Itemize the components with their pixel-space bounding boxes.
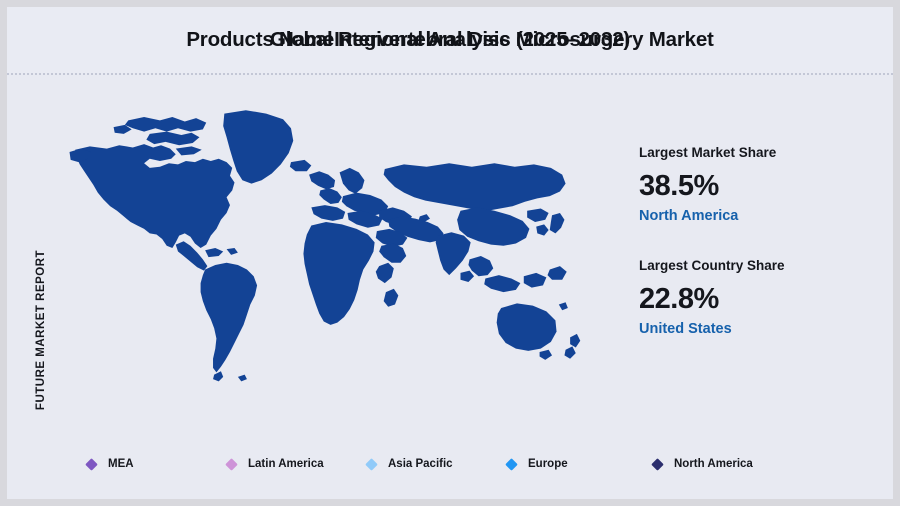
stat-block-largest-country-share: Largest Country Share 22.8% United State…	[639, 258, 889, 339]
stat-region: North America	[639, 208, 739, 225]
legend-marker-icon	[365, 457, 378, 471]
header-divider	[7, 73, 893, 75]
legend-item-mea[interactable]: MEA	[85, 454, 134, 474]
legend-item-asia-pacific[interactable]: Asia Pacific	[365, 454, 453, 474]
legend-item-label: Asia Pacific	[388, 458, 453, 470]
legend-marker-icon	[505, 457, 518, 471]
legend-marker-icon	[225, 457, 238, 471]
legend: MEA Latin America Asia Pacific Europe No…	[85, 454, 817, 474]
brand-label: FUTURE MARKET REPORT	[35, 249, 47, 411]
stat-heading: Largest Country Share	[639, 257, 785, 273]
stat-block-largest-market-share: Largest Market Share 38.5% North America	[639, 145, 889, 226]
stat-value: 38.5%	[639, 170, 719, 203]
stat-heading: Largest Market Share	[639, 145, 777, 160]
legend-item-latin-america[interactable]: Latin America	[225, 454, 324, 474]
stat-region: United States	[639, 320, 732, 337]
legend-item-europe[interactable]: Europe	[505, 454, 568, 474]
content-panel: Products NameIntervertebral Disc Microsu…	[7, 7, 893, 499]
page-title: Products NameIntervertebral Disc Microsu…	[7, 7, 893, 73]
world-map-svg	[69, 110, 581, 382]
legend-item-label: Europe	[528, 458, 568, 470]
brand-watermark: FUTURE MARKET REPORT	[30, 235, 52, 425]
header-bar: Products NameIntervertebral Disc Microsu…	[7, 7, 893, 73]
stat-value: 22.8%	[639, 282, 719, 315]
stats-panel: Largest Market Share 38.5% North America…	[639, 145, 889, 338]
legend-marker-icon	[651, 457, 664, 471]
world-map	[65, 100, 630, 430]
legend-item-north-america[interactable]: North America	[651, 454, 753, 474]
page-title-line-2: Global Regional Analysis (2025–2032)	[269, 27, 631, 51]
world-map-landmass	[69, 110, 581, 382]
legend-item-label: MEA	[108, 458, 134, 470]
page-title-line-1: Products NameIntervertebral Disc Microsu…	[186, 27, 714, 51]
legend-item-label: North America	[674, 458, 753, 470]
legend-marker-icon	[85, 457, 98, 471]
legend-item-label: Latin America	[248, 458, 324, 470]
